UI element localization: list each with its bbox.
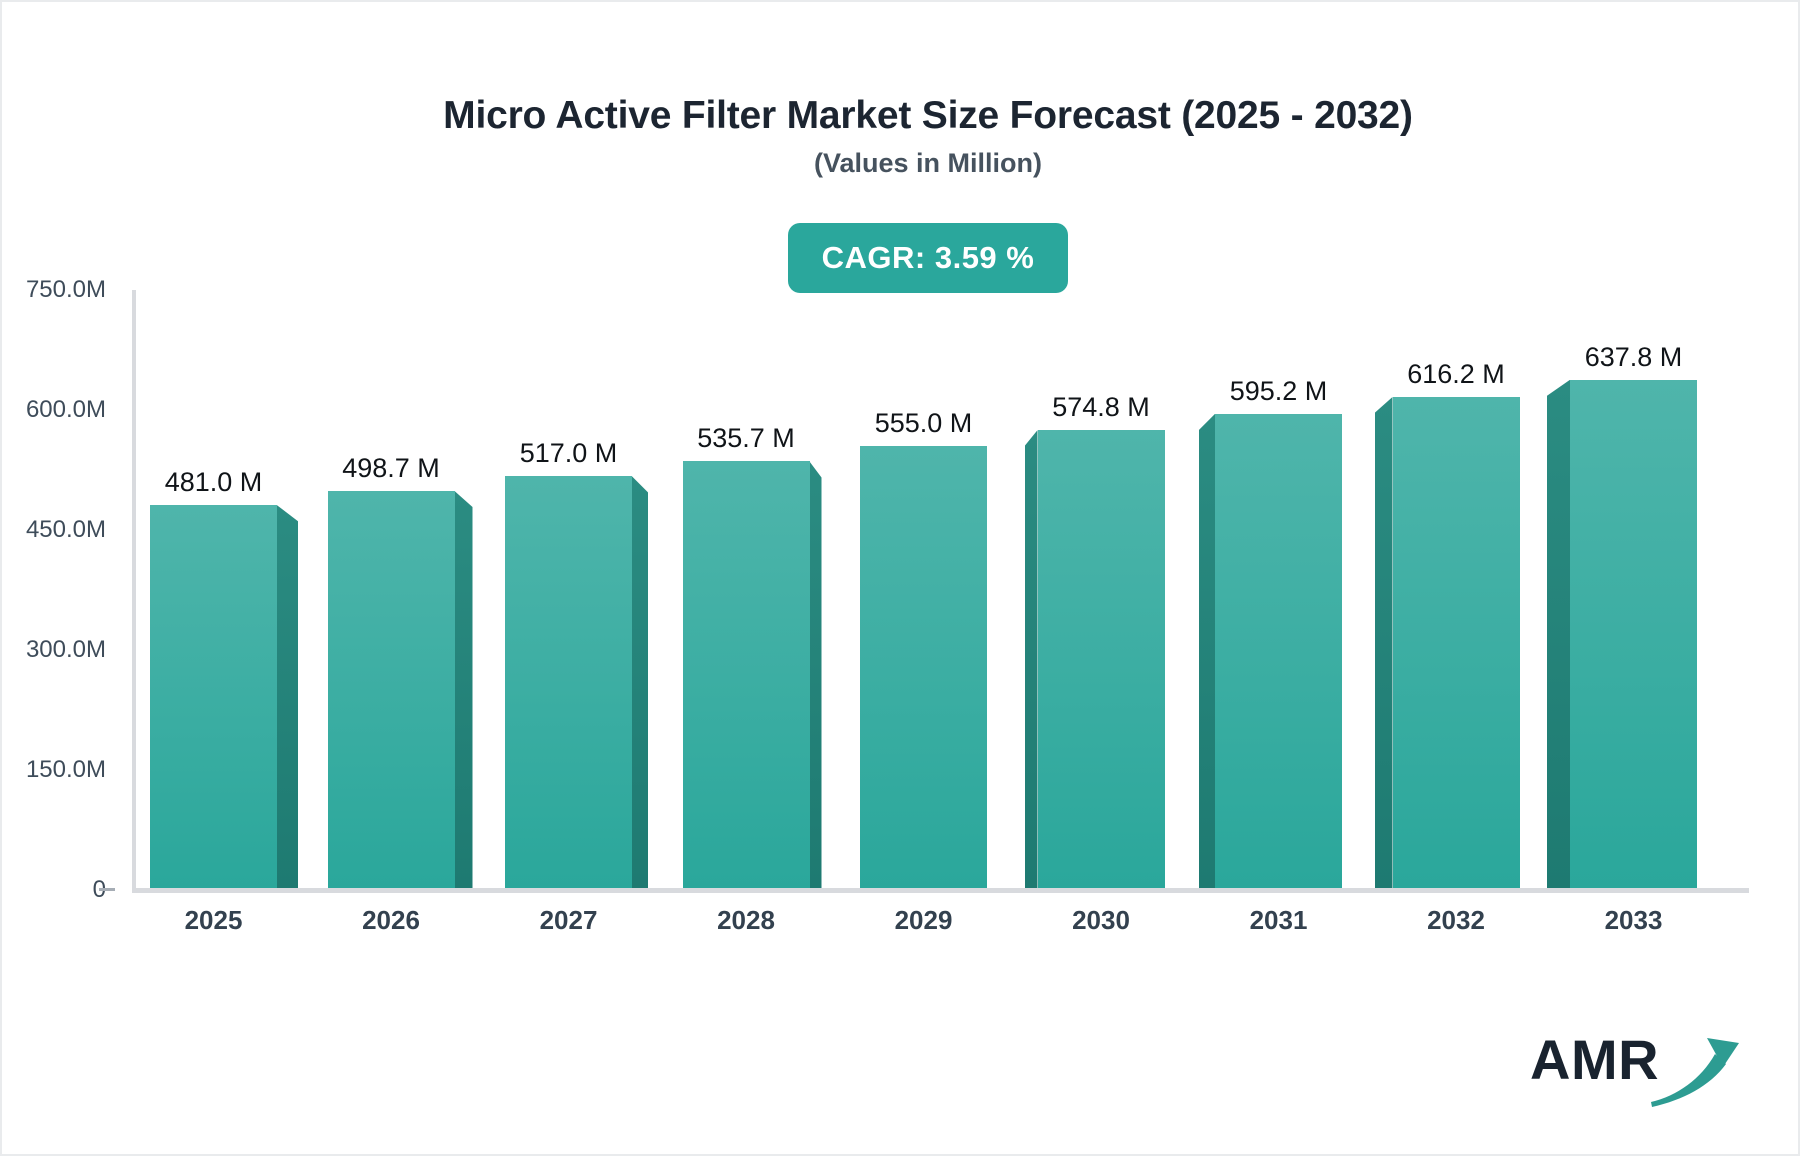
chart-header: Micro Active Filter Market Size Forecast… xyxy=(58,94,1798,293)
bar-value-label-2027: 517.0 M xyxy=(519,438,618,469)
bar-side-face-2025 xyxy=(277,505,298,890)
bar-value-label-2032: 616.2 M xyxy=(1407,359,1505,390)
bar-2028 xyxy=(682,461,810,890)
bar-value-label-2033: 637.8 M xyxy=(1584,341,1683,372)
y-tick-label-300.0M: 300.0M xyxy=(25,636,106,663)
growth-arrow-icon xyxy=(1651,1038,1740,1107)
x-tick-label-2033: 2033 xyxy=(1604,905,1663,935)
y-tick-label-750.0M: 750.0M xyxy=(25,276,106,303)
bar-2030 xyxy=(1037,430,1165,890)
y-tick-label-0: 0 xyxy=(2,876,106,904)
x-tick-label-2030: 2030 xyxy=(1072,905,1130,935)
x-axis-baseline xyxy=(132,888,1749,893)
bar-value-label-2030: 574.8 M xyxy=(1052,392,1150,423)
x-tick-label-2032: 2032 xyxy=(1427,905,1485,935)
bar-side-face-2028 xyxy=(809,461,822,890)
y-tick-label-450.0M: 450.0M xyxy=(25,516,106,543)
bar-2033 xyxy=(1570,379,1697,890)
y-tick-label-150.0M: 150.0M xyxy=(25,756,106,783)
bar-2025 xyxy=(150,505,277,890)
bar-value-label-2026: 498.7 M xyxy=(342,453,440,484)
x-tick-label-2026: 2026 xyxy=(362,905,420,935)
x-tick-label-2031: 2031 xyxy=(1249,905,1308,935)
bar-value-label-2025: 481.0 M xyxy=(164,467,263,498)
chart-subtitle: (Values in Million) xyxy=(813,148,1043,178)
x-tick-label-2025: 2025 xyxy=(184,905,243,935)
bar-side-face-2031 xyxy=(1199,413,1215,890)
bar-side-face-2027 xyxy=(632,476,648,890)
bar-value-label-2031: 595.2 M xyxy=(1229,375,1328,406)
bar-value-label-2028: 535.7 M xyxy=(697,423,795,454)
x-tick-label-2028: 2028 xyxy=(717,905,775,935)
bar-side-face-2030 xyxy=(1024,430,1038,890)
cagr-badge: CAGR: 3.59 % xyxy=(787,223,1069,293)
y-tick-label-600.0M: 600.0M xyxy=(25,396,106,423)
bar-side-face-2026 xyxy=(454,491,473,890)
amr-logo: AMR xyxy=(1530,1032,1741,1108)
bar-side-face-2033 xyxy=(1547,379,1570,890)
x-tick-label-2027: 2027 xyxy=(539,905,598,935)
zero-tick-mark xyxy=(99,888,115,891)
bar-value-label-2029: 555.0 M xyxy=(874,408,973,438)
bar-2031 xyxy=(1215,413,1342,890)
bar-2027 xyxy=(505,476,632,890)
amr-logo-text: AMR xyxy=(1530,1028,1660,1091)
x-tick-label-2029: 2029 xyxy=(894,905,953,935)
bar-2029 xyxy=(860,446,987,890)
bar-2026 xyxy=(327,491,455,890)
bar-side-face-2032 xyxy=(1374,397,1393,890)
bar-2032 xyxy=(1392,397,1520,890)
y-axis-line xyxy=(132,290,136,893)
chart-title: Micro Active Filter Market Size Forecast… xyxy=(443,94,1413,137)
